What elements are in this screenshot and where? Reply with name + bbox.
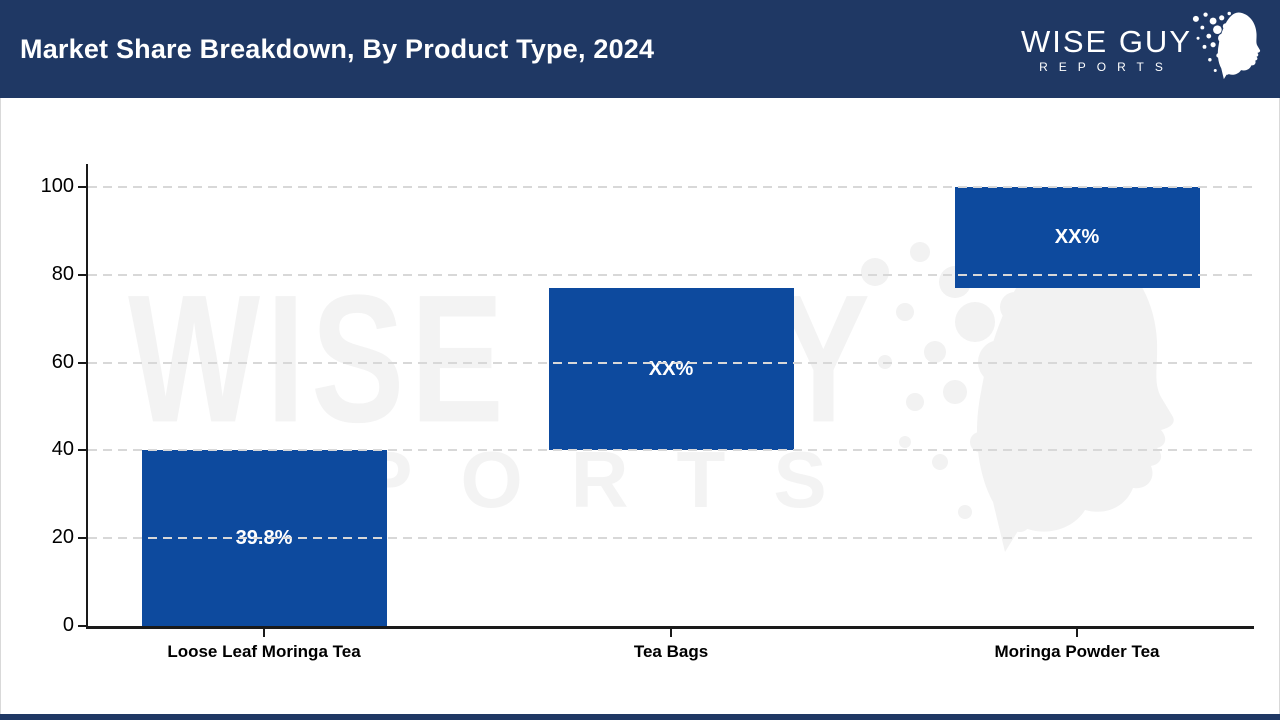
page-title: Market Share Breakdown, By Product Type,…: [20, 33, 655, 64]
logo-text: WISE GUY REPORTS: [1021, 26, 1192, 73]
x-axis-line: [86, 626, 1254, 629]
y-axis-tick: [78, 273, 86, 276]
x-tick-label: Tea Bags: [633, 642, 709, 661]
y-axis-tick: [78, 449, 86, 452]
y-axis-tick: [78, 361, 86, 364]
y-axis-tick: [78, 537, 86, 540]
gridline: [88, 186, 1253, 188]
gridline: [88, 449, 1253, 452]
y-tick-label: 100: [40, 175, 74, 197]
x-tick-label: Loose Leaf Moringa Tea: [167, 642, 361, 661]
y-axis-line: [86, 164, 88, 628]
bar: XX%: [548, 287, 794, 451]
header-band: Market Share Breakdown, By Product Type,…: [0, 0, 1280, 98]
y-tick-label: 0: [62, 614, 74, 636]
y-tick-label: 60: [51, 350, 74, 373]
x-axis-tick: [1076, 629, 1078, 637]
footer-band: [0, 714, 1280, 720]
y-axis-tick: [78, 186, 86, 188]
x-axis-tick: [670, 629, 672, 637]
y-tick-label: 40: [51, 438, 74, 461]
y-tick-label: 20: [51, 526, 74, 549]
bar: XX%: [954, 187, 1200, 288]
y-tick-label: 80: [51, 262, 74, 285]
gridline: [88, 537, 1253, 540]
dotted-head-icon: [1192, 11, 1261, 80]
bar-value-label: XX%: [1054, 225, 1100, 248]
gridline: [88, 273, 1253, 276]
gridline: [88, 361, 1253, 364]
x-axis-tick: [263, 629, 265, 637]
x-tick-label: Moringa Powder Tea: [994, 642, 1160, 661]
wise-guy-reports-logo: WISE GUY REPORTS: [1021, 6, 1264, 92]
y-axis-tick: [78, 625, 86, 627]
logo-wordmark: WISE GUY: [1020, 23, 1192, 59]
logo-subtitle: REPORTS: [1039, 59, 1174, 74]
